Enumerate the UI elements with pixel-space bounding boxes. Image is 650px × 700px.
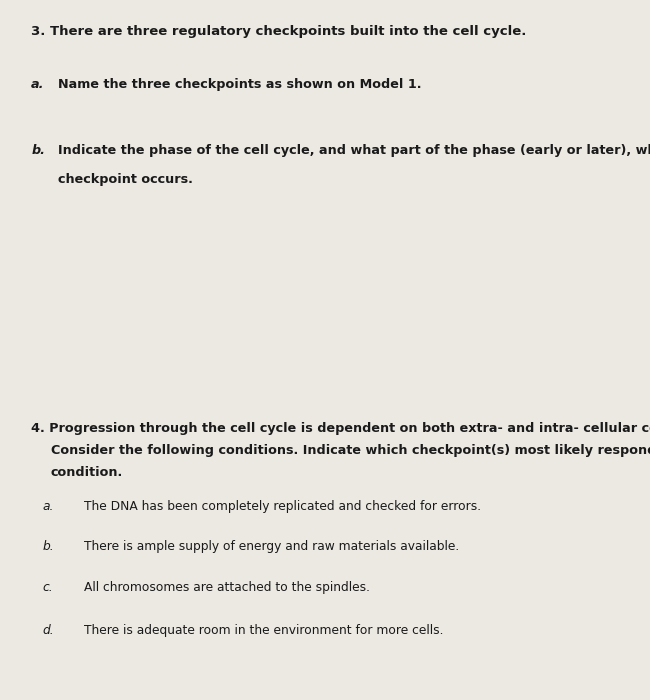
Text: 3. There are three regulatory checkpoints built into the cell cycle.: 3. There are three regulatory checkpoint… <box>31 25 526 38</box>
Text: There is ample supply of energy and raw materials available.: There is ample supply of energy and raw … <box>84 540 460 553</box>
Text: condition.: condition. <box>51 466 123 480</box>
Text: d.: d. <box>42 624 54 636</box>
Text: a.: a. <box>31 78 45 91</box>
Text: All chromosomes are attached to the spindles.: All chromosomes are attached to the spin… <box>84 581 370 594</box>
Text: Name the three checkpoints as shown on Model 1.: Name the three checkpoints as shown on M… <box>58 78 422 91</box>
Text: Consider the following conditions. Indicate which checkpoint(s) most likely resp: Consider the following conditions. Indic… <box>51 444 650 457</box>
Text: 4. Progression through the cell cycle is dependent on both extra- and intra- cel: 4. Progression through the cell cycle is… <box>31 422 650 435</box>
Text: b.: b. <box>42 540 54 553</box>
Text: Indicate the phase of the cell cycle, and what part of the phase (early or later: Indicate the phase of the cell cycle, an… <box>58 144 650 157</box>
Text: a.: a. <box>42 500 53 513</box>
Text: The DNA has been completely replicated and checked for errors.: The DNA has been completely replicated a… <box>84 500 482 513</box>
Text: c.: c. <box>42 581 53 594</box>
Text: b.: b. <box>31 144 46 157</box>
Text: checkpoint occurs.: checkpoint occurs. <box>58 173 194 186</box>
Text: There is adequate room in the environment for more cells.: There is adequate room in the environmen… <box>84 624 444 636</box>
